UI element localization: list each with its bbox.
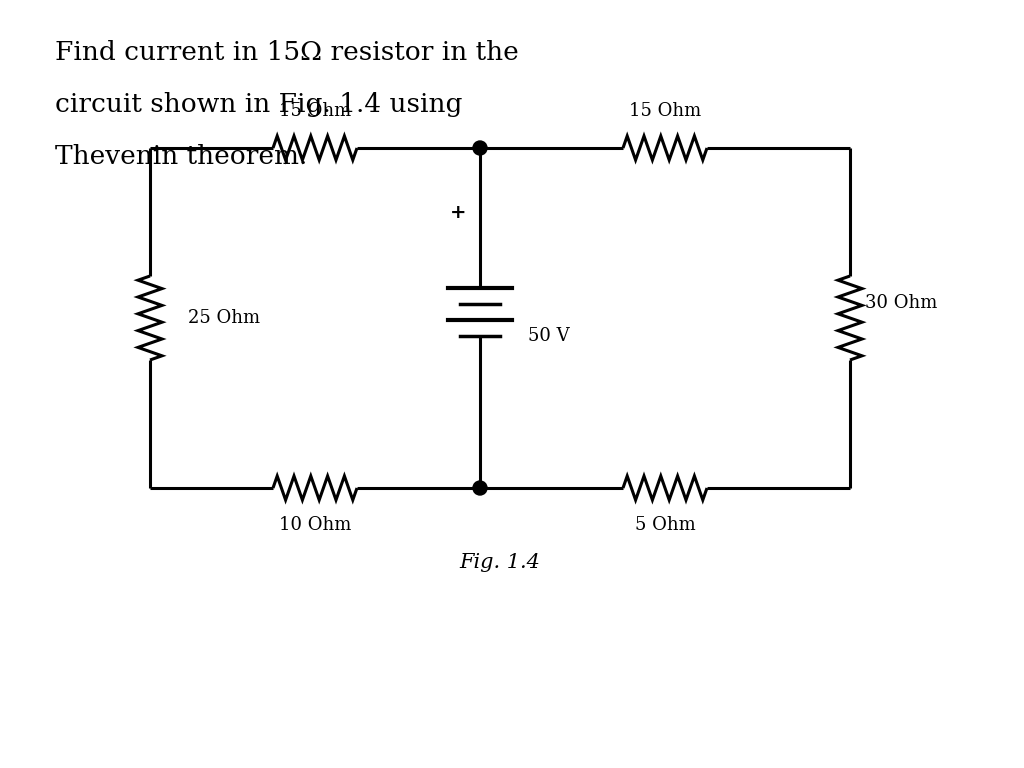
Text: 15 Ohm: 15 Ohm xyxy=(279,102,351,120)
Text: Fig. 1.4: Fig. 1.4 xyxy=(460,554,541,572)
Text: 30 Ohm: 30 Ohm xyxy=(865,294,937,312)
Circle shape xyxy=(473,481,487,495)
Text: 25 Ohm: 25 Ohm xyxy=(188,309,260,327)
Text: 50 V: 50 V xyxy=(528,327,569,345)
Text: 10 Ohm: 10 Ohm xyxy=(279,516,351,534)
Text: 15 Ohm: 15 Ohm xyxy=(629,102,701,120)
Text: circuit shown in Fig. 1.4 using: circuit shown in Fig. 1.4 using xyxy=(55,92,463,117)
Text: 5 Ohm: 5 Ohm xyxy=(635,516,695,534)
Text: +: + xyxy=(450,204,466,222)
Text: Thevenin theorem.: Thevenin theorem. xyxy=(55,144,307,169)
Text: Find current in 15Ω resistor in the: Find current in 15Ω resistor in the xyxy=(55,40,519,65)
Circle shape xyxy=(473,141,487,155)
